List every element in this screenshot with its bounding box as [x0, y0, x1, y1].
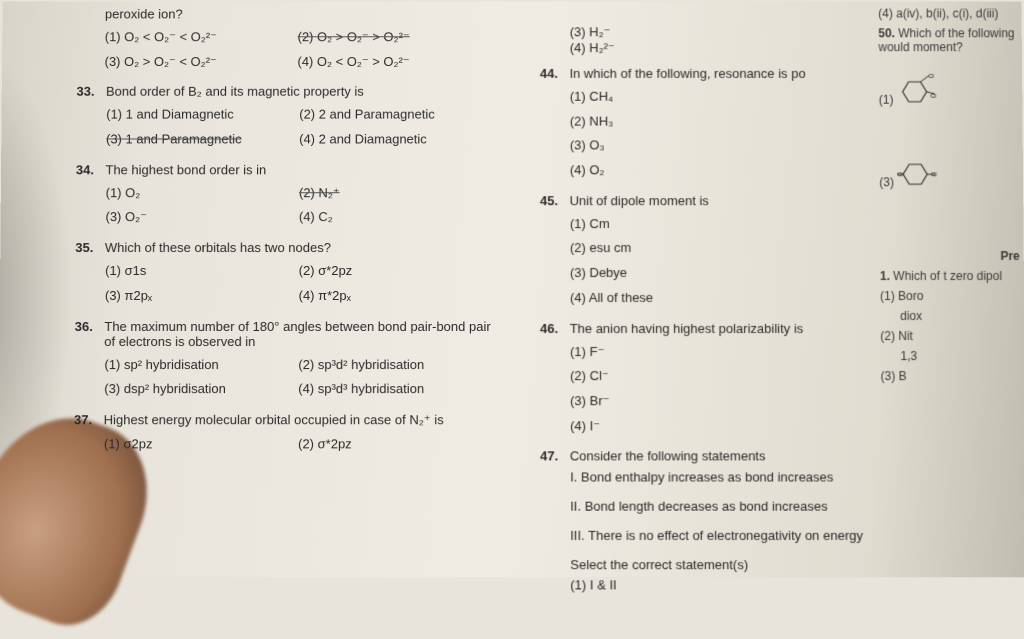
q47-select: Select the correct statement(s) [570, 555, 892, 576]
q37-text: Highest energy molecular orbital occupie… [104, 412, 505, 428]
q35-opt3: (3) π2pₓ [105, 284, 295, 309]
far-q1-o1: (1) Boro [880, 289, 1020, 303]
peroxide-opt2: (2) O₂ > O₂⁻ > O₂²⁻ [298, 25, 487, 49]
q50-text: Which of the following would moment? [878, 26, 1014, 54]
q33-opt1: (1) 1 and Diamagnetic [106, 103, 296, 128]
q45-num: 45. [540, 193, 566, 208]
q44-opt1: (1) CH₄ [570, 85, 730, 110]
far-q1-text: Which of t zero dipol [893, 269, 1002, 283]
rtop-opt3: (3) H₂⁻ [570, 24, 729, 40]
far-q1-num: 1. [880, 269, 890, 283]
q36-opt2: (2) sp³d² hybridisation [298, 353, 488, 378]
peroxide-opt3: (3) O₂ > O₂⁻ < O₂²⁻ [105, 50, 294, 74]
q44-opt3: (3) O₃ [570, 134, 730, 159]
far-q1-o2: (2) Nit [880, 329, 1020, 343]
molecule-icon-1: Cl Cl [897, 74, 937, 104]
q44-opt2: (2) NH₃ [570, 109, 730, 134]
q37-opt2: (2) σ*2pz [298, 432, 489, 457]
q46-opt1: (1) F⁻ [570, 340, 730, 365]
q47-num: 47. [540, 449, 566, 464]
peroxide-opt1: (1) O₂ < O₂⁻ < O₂²⁻ [105, 25, 294, 49]
far-q1-o3: (3) B [881, 369, 1021, 383]
peroxide-label: peroxide ion? [105, 7, 183, 22]
q46-text: The anion having highest polarizability … [570, 320, 880, 335]
q47-stmt1: I. Bond enthalpy increases as bond incre… [570, 468, 891, 489]
q46-opt2: (2) Cl⁻ [570, 364, 730, 389]
q37-num: 37. [74, 412, 100, 427]
rtop-opt4: (4) H₂²⁻ [570, 40, 729, 56]
q46-opt4: (4) I⁻ [570, 414, 730, 439]
q45-opt2: (2) esu cm [570, 237, 730, 262]
q47-opt1: (1) I & II [570, 576, 731, 597]
q35-opt1: (1) σ1s [105, 259, 295, 284]
far-q1-13: 1,3 [880, 349, 1020, 363]
q46-num: 46. [540, 320, 566, 335]
svg-text:Cl: Cl [897, 172, 903, 178]
q45-opt4: (4) All of these [570, 286, 730, 311]
q33-opt3: (3) 1 and Paramagnetic [106, 128, 296, 153]
q35-opt2: (2) σ*2pz [299, 259, 489, 284]
far-o3: (3) [879, 175, 894, 189]
q33-text: Bond order of B₂ and its magnetic proper… [106, 84, 505, 99]
q34-opt3: (3) O₂⁻ [105, 206, 295, 231]
q35-text: Which of these orbitals has two nodes? [105, 240, 505, 255]
q33-num: 33. [76, 84, 102, 99]
q36-opt4: (4) sp³d³ hybridisation [298, 377, 488, 402]
molecule-icon-3: Cl Cl [897, 156, 937, 186]
q36-opt1: (1) sp² hybridisation [104, 353, 294, 378]
q47-stmt3: III. There is no effect of electronegati… [570, 526, 891, 547]
q47-text: Consider the following statements [570, 449, 881, 464]
svg-text:Cl: Cl [931, 172, 937, 178]
q34-num: 34. [76, 162, 102, 177]
svg-text:Cl: Cl [931, 94, 937, 100]
q45-opt3: (3) Debye [570, 261, 730, 286]
svg-text:Cl: Cl [928, 74, 934, 80]
q37-opt1: (1) σ2pz [104, 432, 295, 457]
q33-opt4: (4) 2 and Diamagnetic [299, 128, 489, 153]
q34-opt4: (4) C₂ [299, 206, 489, 231]
q35-opt4: (4) π*2pₓ [299, 284, 489, 309]
far-q1-diox: diox [880, 309, 1020, 323]
q34-opt1: (1) O₂ [106, 181, 296, 206]
q50-num: 50. [878, 26, 895, 40]
q46-opt3: (3) Br⁻ [570, 389, 730, 414]
q44-num: 44. [540, 66, 566, 81]
q34-text: The highest bond order is in [105, 162, 504, 177]
far-o1: (1) [879, 93, 894, 107]
q44-text: In which of the following, resonance is … [569, 66, 878, 81]
q47-stmt2: II. Bond length decreases as bond increa… [570, 497, 891, 518]
q36-num: 36. [75, 318, 101, 333]
q45-text: Unit of dipole moment is [570, 193, 880, 208]
far-pre: Pre [880, 249, 1020, 263]
q36-opt3: (3) dsp² hybridisation [104, 377, 294, 402]
q34-opt2: (2) N₂⁺ [299, 181, 489, 206]
q33-opt2: (2) 2 and Paramagnetic [299, 103, 488, 128]
q36-text: The maximum number of 180° angles betwee… [104, 318, 504, 348]
q45-opt1: (1) Cm [570, 212, 730, 237]
q35-num: 35. [75, 240, 101, 255]
far-opt4: (4) a(iv), b(ii), c(i), d(iii) [878, 7, 1017, 21]
peroxide-opt4: (4) O₂ < O₂⁻ > O₂²⁻ [297, 50, 486, 74]
q44-opt4: (4) O₂ [570, 158, 730, 183]
